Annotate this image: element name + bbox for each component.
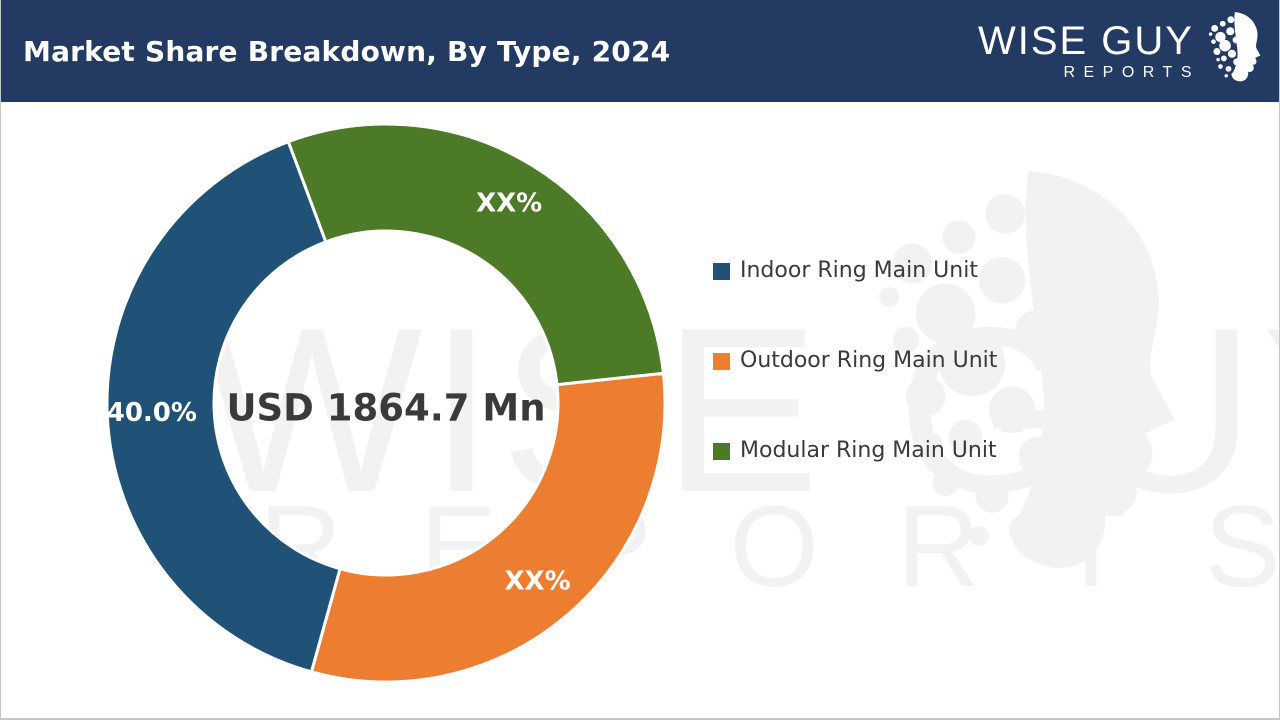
slice-label: XX%: [476, 189, 542, 219]
legend-swatch: [713, 442, 730, 460]
brand-logo: WISE GUY REPORTS: [978, 11, 1261, 92]
header: Market Share Breakdown, By Type, 2024 WI…: [1, 0, 1279, 102]
dotted-face-icon: [1208, 11, 1261, 81]
brand-logo-text: WISE GUY REPORTS: [978, 21, 1194, 81]
legend-item: Modular Ring Main Unit: [713, 438, 997, 464]
legend-item-label: Outdoor Ring Main Unit: [740, 348, 998, 373]
legend: Indoor Ring Main Unit Outdoor Ring Main U…: [713, 258, 997, 464]
slice-label: XX%: [505, 567, 571, 597]
legend-item-label: Indoor Ring Main Unit: [740, 258, 978, 283]
legend-swatch: [713, 352, 730, 370]
legend-swatch: [713, 262, 730, 280]
legend-item: Indoor Ring Main Unit: [713, 258, 997, 284]
page-title: Market Share Breakdown, By Type, 2024: [23, 34, 671, 68]
chart-area: WISE GUY REPORTS: [1, 102, 1279, 718]
slice-label: 40.0%: [107, 398, 197, 428]
brand-name: WISE GUY: [977, 19, 1194, 63]
chart-center-value: USD 1864.7 Mn: [226, 386, 546, 430]
brand-subtitle: REPORTS: [1063, 64, 1200, 81]
legend-item-label: Modular Ring Main Unit: [740, 438, 997, 463]
donut-slice: [105, 140, 342, 674]
donut-slice: [309, 371, 667, 684]
donut-chart: XX% XX% 40.0%: [105, 122, 667, 684]
donut-slice: [286, 122, 665, 387]
legend-item: Outdoor Ring Main Unit: [713, 348, 997, 374]
